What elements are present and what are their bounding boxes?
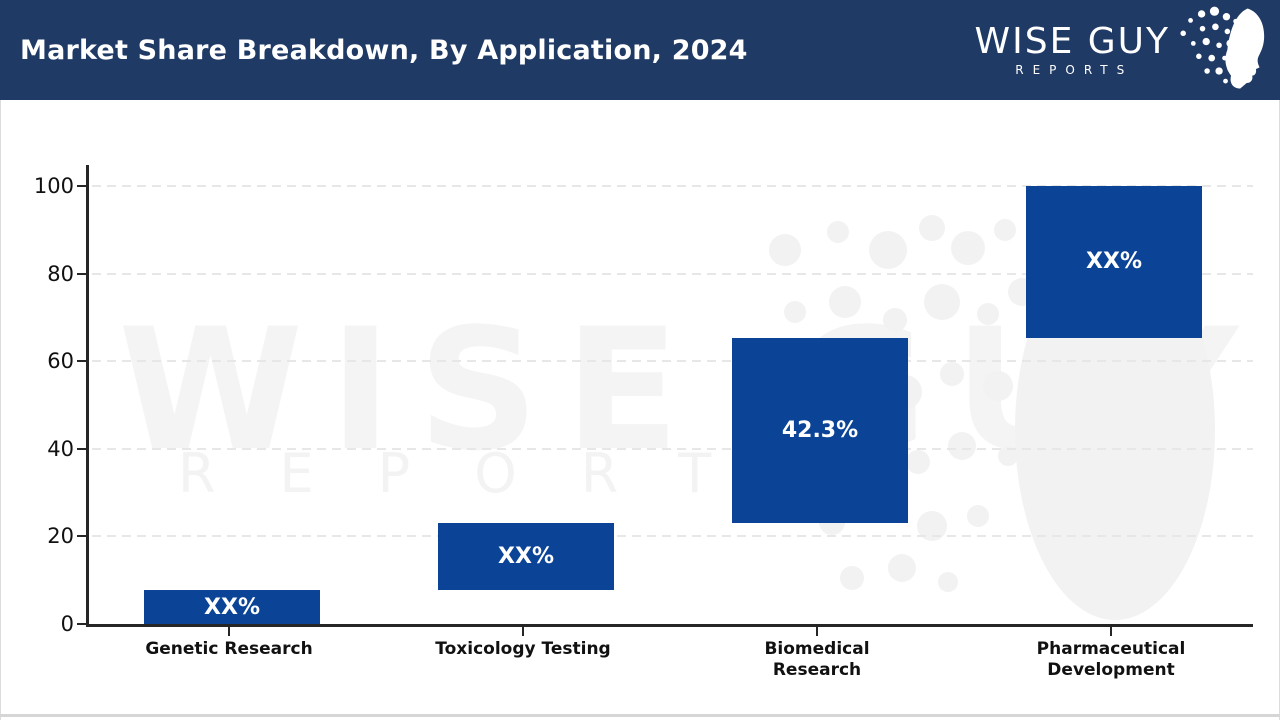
gridline-y20 <box>92 535 1253 538</box>
x-axis-category-label: Genetic Research <box>145 639 313 659</box>
y-axis-tick-mark <box>77 272 86 275</box>
bar-segment: XX% <box>144 590 320 624</box>
x-axis-tick-mark <box>522 627 524 636</box>
x-axis-tick-mark <box>228 627 230 636</box>
y-axis-tick-label: 20 <box>47 524 74 549</box>
logo-subtitle: REPORTS <box>1015 63 1134 77</box>
x-axis-category-label: Biomedical Research <box>764 639 870 680</box>
x-axis-tick-mark <box>1110 627 1112 636</box>
bar-segment: XX% <box>438 522 614 591</box>
gridline-y80 <box>92 272 1253 275</box>
frame-border-bottom <box>0 714 1280 717</box>
bar-value-label: XX% <box>498 544 554 570</box>
x-axis-tick-mark <box>816 627 818 636</box>
gridline-y40 <box>92 447 1253 450</box>
x-axis-category-label: Pharmaceutical Development <box>1036 639 1186 680</box>
plot-area: XX% XX% 42.3% XX% <box>86 165 1253 627</box>
y-axis-tick-mark <box>77 447 86 450</box>
bar-segment: XX% <box>1026 186 1202 338</box>
x-axis-category-label: Toxicology Testing <box>435 639 611 659</box>
plot-inner: XX% XX% 42.3% XX% <box>92 165 1253 624</box>
y-axis-tick-label: 100 <box>33 174 74 198</box>
y-axis-tick-mark <box>77 185 86 187</box>
frame-border-left <box>0 100 1 720</box>
y-axis-tick-label: 80 <box>47 261 74 286</box>
bar-segment: 42.3% <box>732 337 908 523</box>
wise-guy-reports-logo: WISE GUY REPORTS <box>975 5 1267 95</box>
bar-value-label: 42.3% <box>781 417 859 443</box>
gridline-y60 <box>92 360 1253 363</box>
y-axis-tick-label: 60 <box>47 349 74 374</box>
y-axis-tick-mark <box>77 623 86 625</box>
logo-wordmark: WISE GUY <box>974 21 1170 62</box>
bar-value-label: XX% <box>204 594 260 620</box>
header-band: Market Share Breakdown, By Application, … <box>0 0 1280 100</box>
logo-face-icon <box>1174 5 1266 95</box>
y-axis-tick-label: 0 <box>60 612 74 636</box>
y-axis-tick-mark <box>77 535 86 538</box>
page-title: Market Share Breakdown, By Application, … <box>20 34 748 66</box>
y-axis-tick-mark <box>77 360 86 363</box>
bar-value-label: XX% <box>1086 249 1142 275</box>
y-axis-tick-label: 40 <box>47 436 74 461</box>
gridline-y100 <box>92 185 1253 187</box>
logo-wordmark-block: WISE GUY REPORTS <box>974 21 1171 77</box>
